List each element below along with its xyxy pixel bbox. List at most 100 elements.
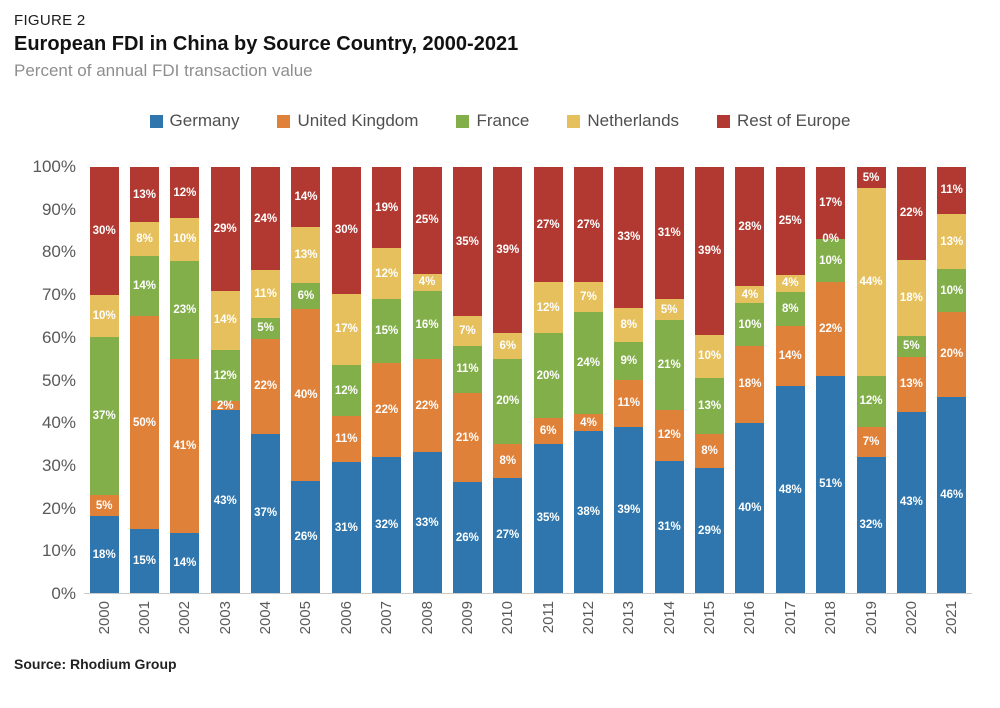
y-tick-label: 80% [41,242,76,262]
bar-group-2007: 32% 22% 15% 12% 19% [367,167,407,593]
bar-segment-united-kingdom: 20% [937,311,967,398]
bar-segment-label: 39% [496,244,520,257]
bar-segment-label: 11% [456,363,479,376]
bar-segment-france: 12% [210,350,240,402]
stacked-bar: 32% 7% 12% 44% 5% [856,167,886,593]
bar-segment-label: 23% [173,303,197,316]
bar-segment-netherlands: 10% [170,218,200,261]
bar-segment-label: 12% [375,267,399,280]
x-axis-slot: 2000 [84,594,124,648]
y-axis: 100% 90% 80% 70% 60% 50% 40% 30% 20% 10% 0% [14,157,84,603]
bar-segment-france: 13% [695,377,725,434]
bar-segment-label: 44% [859,276,883,289]
bar-segment-rest-of-europe: 31% [654,167,684,300]
bar-segment-label: 6% [499,339,517,352]
x-axis-label: 2011 [539,601,557,634]
bar-segment-label: 10% [738,318,762,331]
bar-segment-rest-of-europe: 22% [896,167,926,260]
x-axis-label: 2020 [902,601,920,635]
y-tick-label: 10% [41,541,76,561]
bar-segment-label: 10% [819,254,843,267]
figure-label: FIGURE 2 [14,12,86,29]
x-axis-label: 2005 [297,601,315,635]
x-axis-slot: 2009 [447,594,487,648]
bar-segment-label: 12% [173,186,197,199]
bar-segment-label: 32% [375,518,399,531]
bar-segment-label: 30% [92,224,116,237]
x-axis-slot: 2006 [326,594,366,648]
bar-segment-label: 12% [213,369,237,382]
x-axis-slot: 2004 [245,594,285,648]
bar-segment-label: 4% [741,288,759,301]
bar-segment-label: 12% [859,395,883,408]
bar-segment-france: 6% [291,283,321,310]
bar-segment-united-kingdom: 11% [614,380,644,427]
stacked-bar: 31% 11% 12% 17% 30% [331,167,361,593]
bar-segment-netherlands: 44% [856,188,886,376]
bar-segment-label: 13% [899,378,923,391]
bar-segment-label: 20% [496,395,520,408]
bar-segment-germany: 43% [896,411,926,593]
bar-segment-germany: 29% [695,468,725,593]
bar-segment-label: 22% [254,380,278,393]
x-axis-label: 2018 [822,601,840,635]
bar-segment-label: 41% [173,440,197,453]
bar-segment-rest-of-europe: 39% [695,167,725,335]
bar-segment-france: 5% [251,317,281,340]
bar-group-2011: 35% 6% 20% 12% 27% [528,167,568,593]
x-axis-slot: 2020 [891,594,931,648]
bar-segment-united-kingdom: 22% [372,362,402,457]
bar-segment-label: 29% [698,524,722,537]
bar-segment-label: 48% [778,483,802,496]
stacked-bar: 14% 41% 23% 10% 12% [170,167,200,593]
bar-segment-label: 31% [657,227,681,240]
stacked-bar: 31% 12% 21% 5% 31% [654,167,684,593]
x-axis-slot: 2008 [407,594,447,648]
x-axis-label: 2003 [216,601,234,635]
bar-segment-label: 21% [455,431,479,444]
x-axis-label: 2010 [499,601,517,635]
bar-segment-germany: 46% [937,397,967,593]
stacked-bar: 18% 5% 37% 10% 30% [89,167,119,593]
bar-segment-label: 29% [213,222,237,235]
bar-segment-label: 25% [415,214,439,227]
x-axis-label: 2008 [418,601,436,635]
bar-segment-rest-of-europe: 5% [856,167,886,189]
plot-area: 18% 5% 37% 10% 30% 15% 50% 14% 8% 13% 14% 41% 23% 10%… [84,167,972,594]
bar-segment-label: 20% [536,369,560,382]
bar-segment-label: 14% [213,314,237,327]
bar-group-2006: 31% 11% 12% 17% 30% [326,167,366,593]
bar-segment-label: 18% [92,548,116,561]
x-axis-slot: 2005 [286,594,326,648]
bar-segment-label: 12% [657,429,681,442]
bar-segment-rest-of-europe: 33% [614,167,644,308]
bar-group-2021: 46% 20% 10% 13% 11% [932,167,972,593]
bar-group-2010: 27% 8% 20% 6% 39% [488,167,528,593]
stacked-bar: 29% 8% 13% 10% 39% [695,167,725,593]
bar-segment-label: 15% [375,325,399,338]
legend-item: Rest of Europe [717,111,850,131]
stacked-bar: 39% 11% 9% 8% 33% [614,167,644,593]
chart-header: FIGURE 2 European FDI in China by Source… [0,0,1000,81]
bar-segment-label: 5% [660,303,678,316]
bar-segment-france: 21% [654,320,684,410]
x-axis-label: 2004 [257,601,275,635]
bar-segment-label: 38% [576,506,600,519]
bar-segment-label: 5% [257,322,274,335]
bar-segment-germany: 15% [130,529,160,593]
bar-segment-label: 33% [617,231,641,244]
bar-segment-netherlands: 10% [89,294,119,338]
bar-segment-label: 11% [617,397,641,410]
bar-segment-netherlands: 8% [614,307,644,342]
stacked-bar: 38% 4% 24% 7% 27% [573,167,603,593]
bar-segment-france: 15% [372,299,402,363]
legend-swatch-france [456,114,470,128]
bar-segment-germany: 38% [573,431,603,593]
x-axis-label: 2002 [176,601,194,635]
bar-segment-label: 18% [738,378,762,391]
bar-group-2005: 26% 40% 6% 13% 14% [286,167,326,593]
legend-label: France [476,111,530,130]
y-tick-label: 30% [41,455,76,475]
stacked-bar: 32% 22% 15% 12% 19% [372,167,402,593]
bar-segment-label: 32% [859,518,883,531]
